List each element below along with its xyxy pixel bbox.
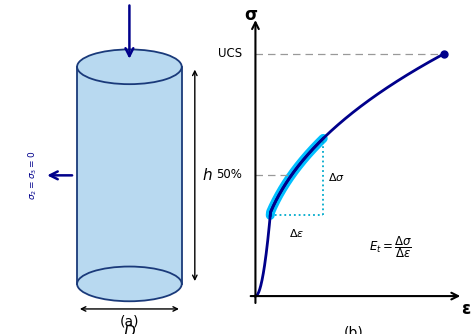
Text: $E_t = \dfrac{\Delta\sigma}{\Delta\varepsilon}$: $E_t = \dfrac{\Delta\sigma}{\Delta\varep… [369,235,412,261]
Text: $\Delta\sigma$: $\Delta\sigma$ [328,171,345,183]
Text: UCS: UCS [218,47,242,60]
Polygon shape [77,67,182,284]
Text: $D$: $D$ [123,324,136,334]
Text: $h$: $h$ [202,167,213,183]
Ellipse shape [77,49,182,84]
Text: $\sigma_2=\sigma_3=0$: $\sigma_2=\sigma_3=0$ [26,151,38,200]
Text: (b): (b) [344,325,364,334]
Text: $\Delta\varepsilon$: $\Delta\varepsilon$ [289,227,304,239]
Ellipse shape [77,267,182,301]
Text: 50%: 50% [216,168,242,181]
Text: (a): (a) [119,315,139,329]
Text: $\mathbf{\varepsilon}$: $\mathbf{\varepsilon}$ [461,300,471,318]
Text: $\mathbf{\sigma}$: $\mathbf{\sigma}$ [244,6,258,24]
